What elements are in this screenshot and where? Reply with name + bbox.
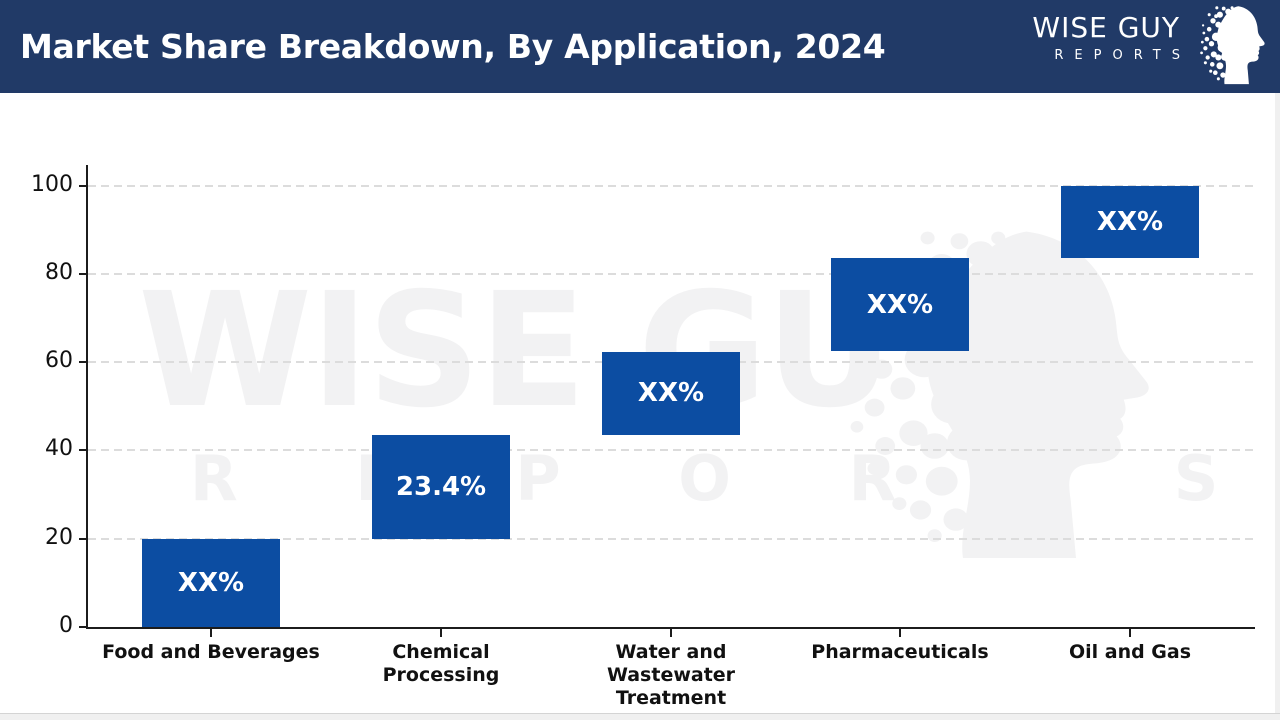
category-label: Food and Beverages [102, 641, 320, 663]
y-tick-mark [79, 449, 86, 452]
bar: 23.4% [372, 435, 510, 539]
bar-label: 23.4% [395, 472, 487, 503]
y-tick-mark [79, 272, 86, 275]
bottom-strip [0, 713, 1280, 720]
y-tick-label: 40 [45, 436, 73, 462]
y-tick-mark [79, 626, 86, 628]
y-tick-mark [79, 361, 86, 364]
brand-face-icon [1180, 4, 1272, 88]
y-tick-mark [79, 537, 86, 540]
y-tick-label: 60 [45, 348, 73, 374]
brand-wordmark: WISE GUY REPORTS [1032, 11, 1180, 63]
x-tick-mark [899, 629, 901, 637]
y-tick-label: 80 [45, 259, 73, 285]
y-tick-mark [79, 184, 86, 187]
bar-label: XX% [1096, 206, 1164, 237]
gridline [88, 449, 1253, 452]
y-tick-label: 20 [45, 524, 73, 550]
page-title: Market Share Breakdown, By Application, … [20, 27, 886, 66]
gridline [88, 184, 1253, 187]
bar: XX% [602, 351, 740, 436]
category-label: Chemical Processing [382, 641, 500, 686]
right-strip [1275, 93, 1280, 713]
brand-name: WISE GUY [1032, 11, 1180, 44]
gridline [88, 537, 1253, 540]
x-tick-mark [210, 629, 212, 637]
bar-label: XX% [177, 567, 245, 598]
bar: XX% [142, 538, 280, 627]
y-axis [86, 165, 88, 629]
category-label: Oil and Gas [1068, 641, 1192, 663]
category-label: Pharmaceuticals [811, 641, 989, 663]
y-tick-label: 0 [59, 613, 73, 638]
x-tick-mark [1129, 629, 1131, 637]
header: Market Share Breakdown, By Application, … [0, 0, 1280, 93]
bar-label: XX% [866, 289, 934, 320]
x-tick-mark [670, 629, 672, 637]
y-tick-label: 100 [31, 171, 73, 197]
watermark-face-icon [758, 222, 1182, 574]
brand-subname: REPORTS [1054, 48, 1191, 63]
gridline [88, 272, 1253, 275]
x-tick-mark [440, 629, 442, 637]
bar-label: XX% [637, 378, 705, 409]
x-axis [86, 627, 1255, 629]
bar: XX% [831, 257, 969, 352]
bar: XX% [1061, 185, 1199, 258]
category-label: Water and Wastewater Treatment [606, 641, 736, 709]
